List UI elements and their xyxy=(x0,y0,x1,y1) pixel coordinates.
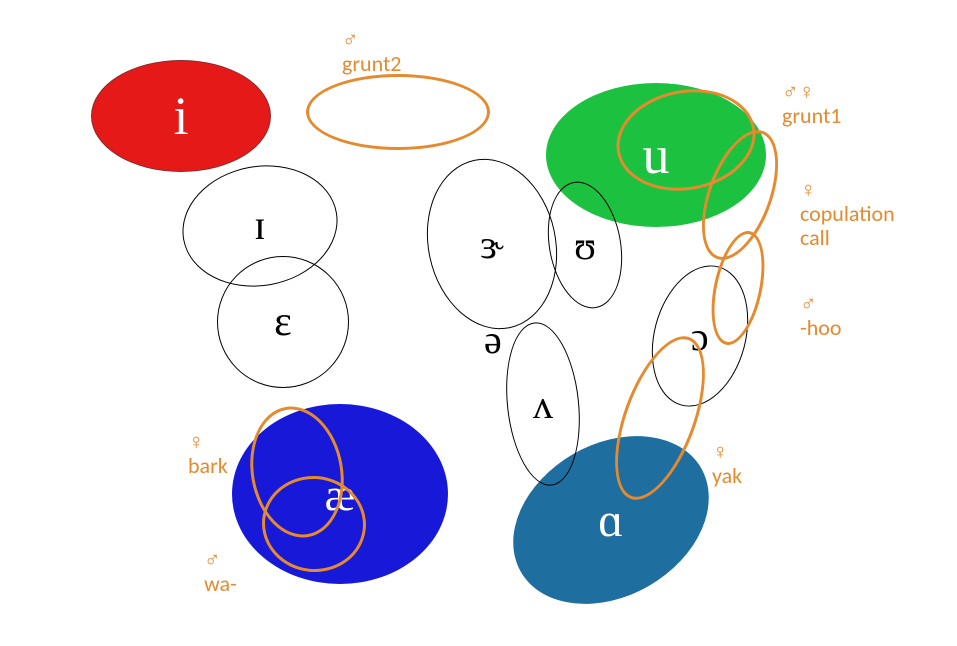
call-grunt2 xyxy=(306,74,490,150)
label-bark: ♀ bark xyxy=(188,430,228,478)
vowel-i: i xyxy=(91,60,271,172)
label-schwa: ə xyxy=(484,318,502,362)
vowel-eps: ɛ xyxy=(217,256,349,388)
vowel-eps-glyph: ɛ xyxy=(274,298,292,346)
label-wa: ♂ wa- xyxy=(204,548,237,596)
label-copulation: ♀ copulation call xyxy=(800,178,895,251)
vowel-big-i-glyph: ɪ xyxy=(254,202,266,250)
vowel-diagram-stage: iuæɑɪɛɝʊʌɔə♂ grunt2♂♀ grunt1♀ copulation… xyxy=(0,0,957,646)
label-grunt2: ♂ grunt2 xyxy=(342,28,401,76)
label-hoo: ♂ -hoo xyxy=(800,292,842,340)
label-yak: ♀ yak xyxy=(712,440,742,488)
label-grunt1: ♂♀ grunt1 xyxy=(782,80,841,128)
vowel-i-glyph: i xyxy=(173,85,188,147)
vowel-caret-glyph: ʌ xyxy=(533,381,553,428)
vowel-horseshoe-glyph: ʊ xyxy=(574,222,596,269)
vowel-erh-glyph: ɝ xyxy=(480,221,504,268)
vowel-a-glyph: ɑ xyxy=(598,493,623,548)
